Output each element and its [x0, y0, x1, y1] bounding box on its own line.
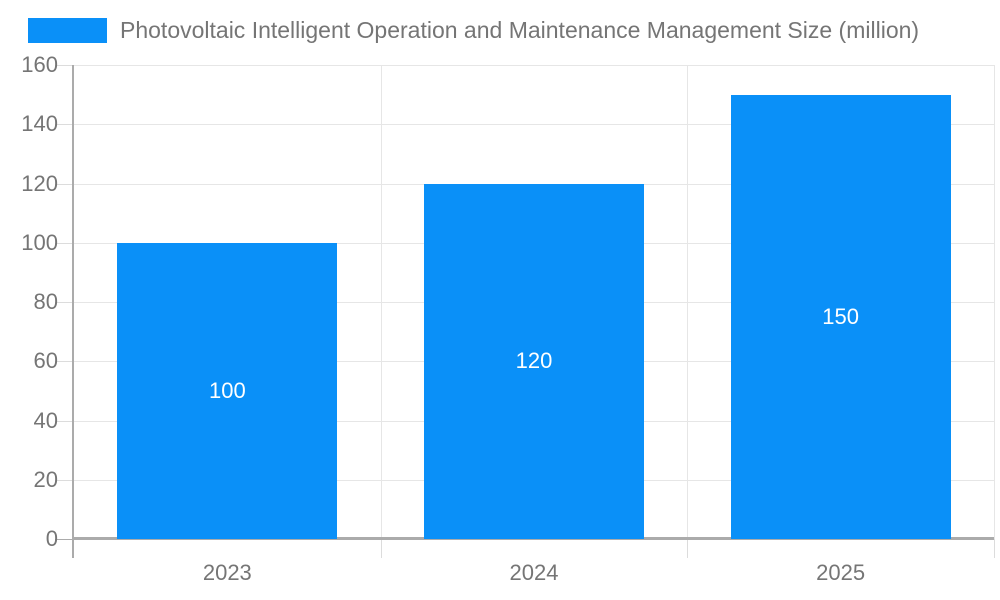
x-gridline: [380, 65, 382, 539]
bar-2023[interactable]: [117, 242, 338, 539]
legend-item[interactable]: Photovoltaic Intelligent Operation and M…: [28, 16, 919, 44]
y-tick-label: 120: [21, 170, 58, 196]
y-axis-tick: [55, 539, 74, 540]
y-tick-label: 80: [33, 289, 58, 314]
y-tick-label: 40: [33, 407, 58, 433]
x-tick-label: 2024: [509, 560, 559, 585]
x-gridline: [994, 65, 995, 539]
y-axis-tick: [55, 124, 74, 126]
y-axis-tick: [55, 361, 74, 363]
y-axis-tick: [55, 65, 74, 66]
x-tick-label: 2025: [816, 560, 866, 585]
y-gridline: [74, 65, 994, 66]
y-axis-line: [72, 65, 74, 558]
y-tick-label: 60: [33, 348, 58, 374]
bar-value-label: 100: [208, 377, 246, 403]
y-axis-tick: [55, 242, 74, 244]
y-tick-label: 100: [21, 229, 58, 255]
x-axis-tick: [380, 539, 382, 558]
x-tick-label: 2023: [202, 560, 252, 585]
x-axis-tick: [994, 539, 995, 558]
legend-label: Photovoltaic Intelligent Operation and M…: [120, 17, 920, 43]
y-tick-label: 0: [45, 526, 58, 551]
y-gridline: [74, 124, 994, 126]
y-axis-tick: [55, 420, 74, 422]
y-tick-label: 160: [21, 52, 58, 77]
y-axis-tick: [55, 479, 74, 481]
x-axis-tick: [687, 539, 689, 558]
legend-swatch: [28, 17, 107, 43]
x-gridline: [687, 65, 689, 539]
bar-value-label: 120: [515, 348, 553, 374]
y-axis-tick: [55, 183, 74, 185]
y-tick-label: 20: [33, 466, 58, 492]
y-tick-label: 140: [21, 111, 58, 137]
y-axis-tick: [55, 302, 74, 303]
bar-value-label: 150: [822, 303, 860, 329]
bar-2024[interactable]: [424, 183, 644, 539]
bar-2025[interactable]: [730, 94, 951, 539]
